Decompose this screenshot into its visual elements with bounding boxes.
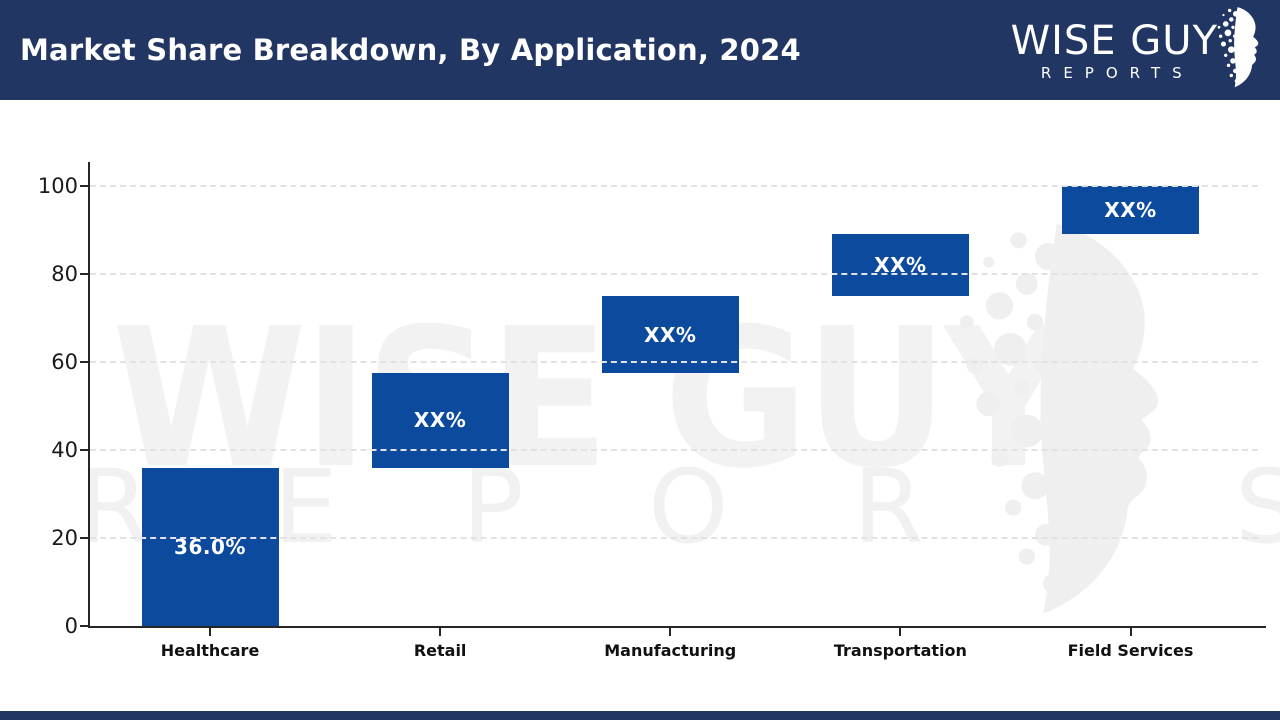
x-tick-label-1: Retail — [413, 641, 467, 660]
bar-transportation: XX% — [831, 234, 969, 296]
bar-field-services: XX% — [1062, 186, 1199, 235]
footer-bar — [0, 711, 1280, 720]
y-tick-mark-20 — [80, 537, 88, 539]
y-tick-label-40: 40 — [51, 438, 78, 462]
page-title: Market Share Breakdown, By Application, … — [20, 33, 801, 67]
x-tick-mark-2 — [669, 628, 672, 636]
x-tick-label-4: Field Services — [1067, 641, 1194, 660]
x-axis-spine — [88, 626, 1266, 628]
gridline-20 — [90, 537, 1258, 539]
bar-value-label: XX% — [644, 322, 697, 347]
y-tick-mark-60 — [80, 361, 88, 363]
gridline-60 — [90, 361, 1258, 363]
gridline-80 — [90, 273, 1258, 275]
header-band: Market Share Breakdown, By Application, … — [0, 0, 1280, 100]
y-tick-mark-40 — [80, 449, 88, 451]
logo-brand-subtitle: REPORTS — [1040, 63, 1194, 82]
bar-value-label: XX% — [413, 408, 467, 433]
y-tick-label-100: 100 — [37, 174, 78, 198]
y-tick-mark-0 — [80, 625, 88, 627]
y-tick-mark-80 — [80, 273, 88, 275]
wise-guy-logo: WISE GUY REPORTS — [1011, 6, 1264, 94]
y-tick-label-80: 80 — [51, 262, 78, 286]
x-tick-label-3: Transportation — [833, 641, 967, 660]
x-tick-label-0: Healthcare — [160, 641, 260, 660]
y-tick-label-0: 0 — [64, 614, 78, 638]
bar-retail: XX% — [371, 373, 509, 468]
plot-area: WISE GUY R E P O R T S 0 20 40 60 80 100 36.0%… — [0, 100, 1280, 711]
x-tick-mark-4 — [1129, 628, 1132, 636]
gridline-40 — [90, 449, 1258, 451]
logo-brand-name: WISE GUY — [1010, 17, 1218, 64]
bar-healthcare: 36.0% — [141, 467, 279, 626]
x-tick-mark-1 — [439, 628, 442, 636]
wise-guy-face-logo-icon — [1217, 7, 1259, 88]
logo-text: WISE GUY REPORTS — [1011, 19, 1218, 82]
x-tick-mark-0 — [209, 628, 211, 636]
x-tick-label-2: Manufacturing — [604, 641, 737, 660]
x-tick-mark-3 — [899, 628, 902, 636]
y-tick-mark-100 — [80, 185, 88, 187]
y-axis-spine — [88, 162, 90, 628]
bar-value-label: XX% — [1104, 198, 1157, 223]
gridline-100 — [90, 185, 1258, 187]
y-tick-label-20: 20 — [51, 526, 78, 550]
bar-manufacturing: XX% — [601, 296, 739, 373]
y-tick-label-60: 60 — [51, 350, 78, 374]
